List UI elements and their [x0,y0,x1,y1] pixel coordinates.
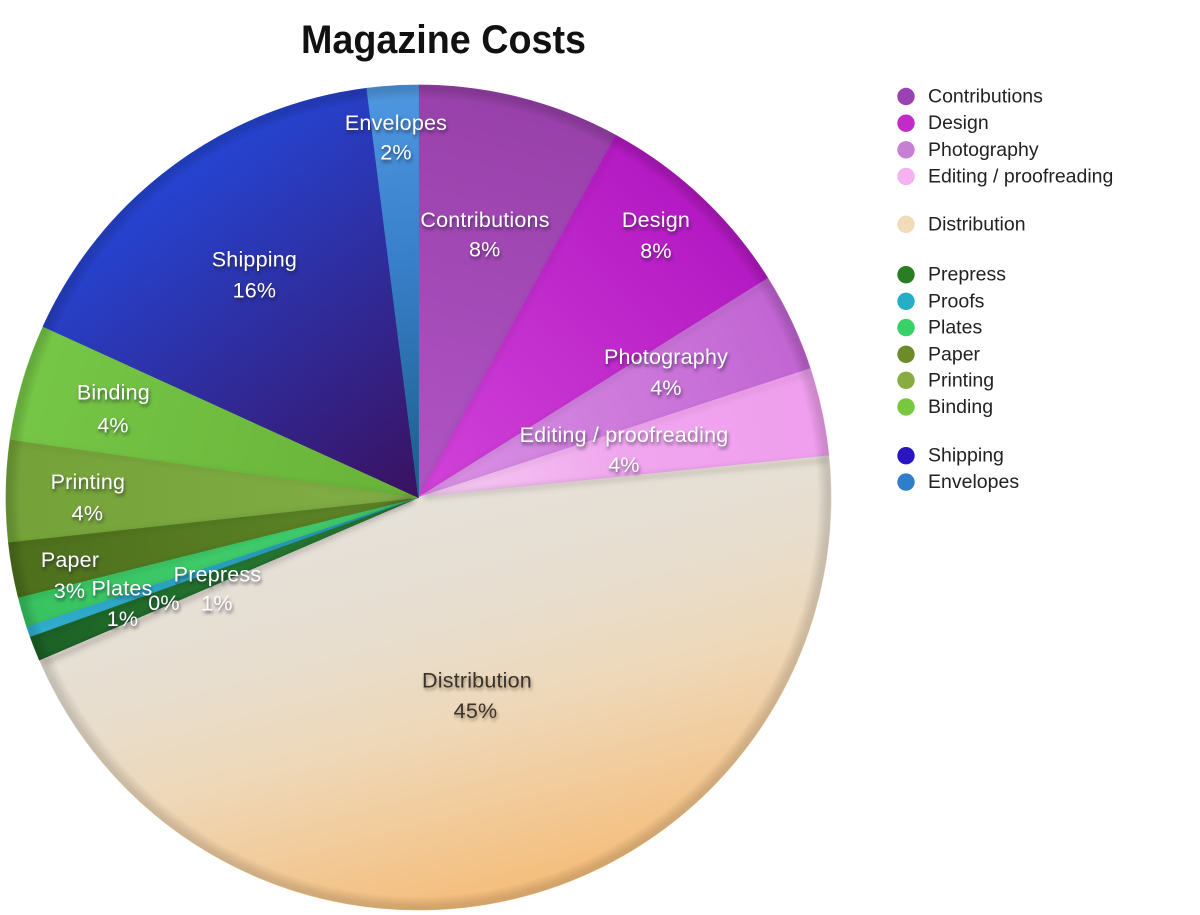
svg-text:Paper: Paper [928,343,981,365]
svg-text:Proofs: Proofs [928,290,985,312]
svg-text:Binding: Binding [928,396,993,418]
svg-text:Photography: Photography [604,345,728,369]
svg-text:4%: 4% [97,414,128,438]
svg-text:Design: Design [622,208,690,232]
svg-text:Contributions: Contributions [420,208,549,232]
svg-text:Prepress: Prepress [928,264,1006,286]
svg-text:Distribution: Distribution [928,213,1026,235]
svg-text:Plates: Plates [92,577,153,601]
svg-text:16%: 16% [233,279,277,303]
svg-text:3%: 3% [54,579,85,603]
svg-text:Photography: Photography [928,139,1039,161]
svg-text:45%: 45% [454,699,498,723]
svg-text:Magazine Costs: Magazine Costs [301,18,586,62]
svg-text:Prepress: Prepress [174,563,262,587]
svg-text:Envelopes: Envelopes [928,471,1019,493]
svg-text:8%: 8% [640,239,671,263]
svg-text:4%: 4% [650,376,681,400]
svg-text:Plates: Plates [928,317,982,339]
svg-text:Printing: Printing [51,470,126,494]
svg-text:Design: Design [928,112,989,134]
svg-text:Shipping: Shipping [928,445,1004,467]
svg-text:0%: 0% [148,591,179,615]
svg-text:Editing / proofreading: Editing / proofreading [520,423,729,447]
svg-text:Printing: Printing [928,369,994,391]
svg-text:Contributions: Contributions [928,86,1043,108]
svg-text:Distribution: Distribution [422,669,532,693]
svg-text:Shipping: Shipping [212,248,297,272]
svg-text:2%: 2% [380,140,411,164]
svg-text:4%: 4% [608,453,639,477]
svg-text:Paper: Paper [41,548,99,572]
svg-text:Envelopes: Envelopes [345,111,447,135]
svg-text:Editing / proofreading: Editing / proofreading [928,165,1113,187]
svg-text:Binding: Binding [77,380,150,404]
svg-text:1%: 1% [201,592,232,616]
svg-text:8%: 8% [469,237,500,261]
svg-text:1%: 1% [107,607,138,631]
svg-text:4%: 4% [72,502,103,526]
